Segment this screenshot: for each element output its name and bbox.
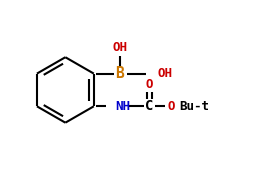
- Text: C: C: [145, 99, 154, 113]
- Text: NH: NH: [116, 100, 131, 113]
- Text: O: O: [167, 100, 175, 113]
- Text: OH: OH: [112, 41, 127, 54]
- Text: B: B: [115, 66, 124, 81]
- Text: Bu-t: Bu-t: [179, 100, 209, 113]
- Text: O: O: [146, 78, 153, 91]
- Text: OH: OH: [157, 67, 172, 80]
